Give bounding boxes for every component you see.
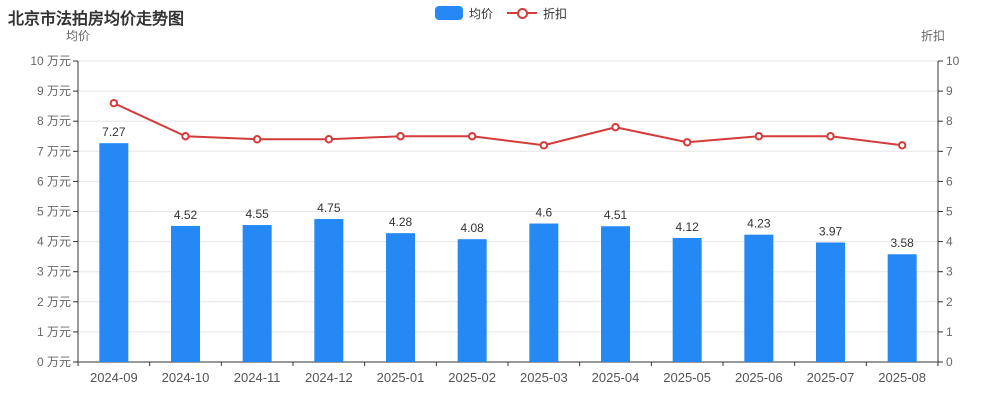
x-axis-category-label: 2024-09 <box>90 370 138 385</box>
x-axis-category-label: 2024-11 <box>234 370 281 385</box>
left-axis-tick-label: 9 万元 <box>37 84 71 98</box>
right-axis-tick-label: 8 <box>946 114 953 128</box>
left-axis-tick-label: 5 万元 <box>37 205 71 219</box>
bar-2025-04[interactable] <box>601 226 630 362</box>
bar-2025-08[interactable] <box>887 254 917 362</box>
point-2025-04[interactable] <box>611 123 620 132</box>
bar-series-swatch-icon <box>435 6 463 20</box>
bar-2025-01[interactable] <box>386 233 415 362</box>
legend-item-average-price[interactable]: 均价 <box>435 5 493 22</box>
point-2025-06[interactable] <box>754 132 764 141</box>
x-axis-category-label: 2025-01 <box>377 370 425 385</box>
legend-item-discount[interactable]: 折扣 <box>507 5 567 22</box>
bar-value-label: 4.08 <box>460 221 484 235</box>
right-axis-tick-label: 0 <box>946 355 953 369</box>
x-axis-category-label: 2024-12 <box>305 370 353 385</box>
bar-2025-05[interactable] <box>672 237 702 362</box>
left-axis-tick-label: 3 万元 <box>37 265 71 279</box>
x-axis-category-label: 2025-03 <box>520 370 568 385</box>
right-axis-tick-label: 1 <box>946 325 953 339</box>
bar-2025-06[interactable] <box>744 234 774 362</box>
bar-value-label: 4.52 <box>174 208 198 222</box>
left-axis-tick-label: 1 万元 <box>37 325 71 339</box>
point-2025-03[interactable] <box>539 141 549 150</box>
right-axis-tick-label: 5 <box>946 205 953 219</box>
bar-value-label: 4.6 <box>535 206 552 220</box>
right-axis-tick-label: 3 <box>946 265 953 279</box>
bar-2024-11[interactable] <box>242 225 272 362</box>
point-2025-02[interactable] <box>467 132 477 141</box>
left-axis-tick-label: 6 万元 <box>37 174 71 188</box>
left-axis-tick-label: 7 万元 <box>37 144 71 158</box>
x-axis-category-label: 2025-07 <box>807 370 855 385</box>
point-2024-11[interactable] <box>252 135 262 144</box>
discount-line <box>113 102 903 147</box>
point-2024-12[interactable] <box>324 135 334 144</box>
chart-title: 北京市法拍房均价走势图 <box>8 11 185 28</box>
right-axis-tick-label: 2 <box>946 295 953 309</box>
x-axis-category-label: 2025-02 <box>448 370 496 385</box>
bar-value-label: 3.58 <box>890 236 914 250</box>
bar-2024-12[interactable] <box>314 219 344 362</box>
bar-value-label: 4.75 <box>317 201 341 215</box>
point-2024-10[interactable] <box>181 132 190 141</box>
line-series-swatch-icon <box>507 6 538 20</box>
left-axis-tick-label: 10 万元 <box>30 54 71 68</box>
bar-value-label: 4.23 <box>747 217 771 231</box>
right-axis-name: 折扣 <box>921 28 945 43</box>
left-axis-tick-label: 4 万元 <box>37 235 71 249</box>
x-axis-category-label: 2025-08 <box>878 370 926 385</box>
left-axis-tick-label: 0 万元 <box>37 355 71 369</box>
x-axis-category-label: 2025-05 <box>663 370 711 385</box>
point-2025-07[interactable] <box>826 132 835 141</box>
point-2025-08[interactable] <box>897 141 907 150</box>
bar-2025-03[interactable] <box>529 223 559 362</box>
legend-label-discount: 折扣 <box>543 6 568 21</box>
left-axis-tick-label: 2 万元 <box>37 295 71 309</box>
point-2025-01[interactable] <box>396 132 405 141</box>
bar-2025-02[interactable] <box>457 239 487 362</box>
bar-2024-10[interactable] <box>171 225 200 362</box>
bar-value-label: 4.12 <box>675 220 699 234</box>
bar-2025-07[interactable] <box>816 242 845 362</box>
bar-value-label: 7.27 <box>102 125 126 139</box>
point-2024-09[interactable] <box>109 98 119 108</box>
bar-value-label: 4.51 <box>604 208 628 222</box>
left-axis-tick-label: 8 万元 <box>37 114 71 128</box>
right-axis-tick-label: 9 <box>946 84 953 98</box>
right-axis-tick-label: 10 <box>946 54 960 68</box>
right-axis-tick-label: 4 <box>946 235 953 249</box>
point-2025-05[interactable] <box>682 138 692 147</box>
bar-value-label: 4.55 <box>245 207 269 221</box>
bar-value-label: 3.97 <box>819 225 843 239</box>
legend: 均价 折扣 <box>435 4 567 22</box>
x-axis-category-label: 2025-04 <box>592 370 640 385</box>
legend-label-average-price: 均价 <box>469 6 494 21</box>
bar-2024-09[interactable] <box>99 143 129 362</box>
left-axis-name: 均价 <box>66 29 90 43</box>
bar-value-label: 4.28 <box>389 215 413 229</box>
right-axis-tick-label: 7 <box>946 144 953 158</box>
x-axis-category-label: 2024-10 <box>162 370 210 385</box>
right-axis-tick-label: 6 <box>946 174 953 188</box>
x-axis-category-label: 2025-06 <box>735 370 783 385</box>
